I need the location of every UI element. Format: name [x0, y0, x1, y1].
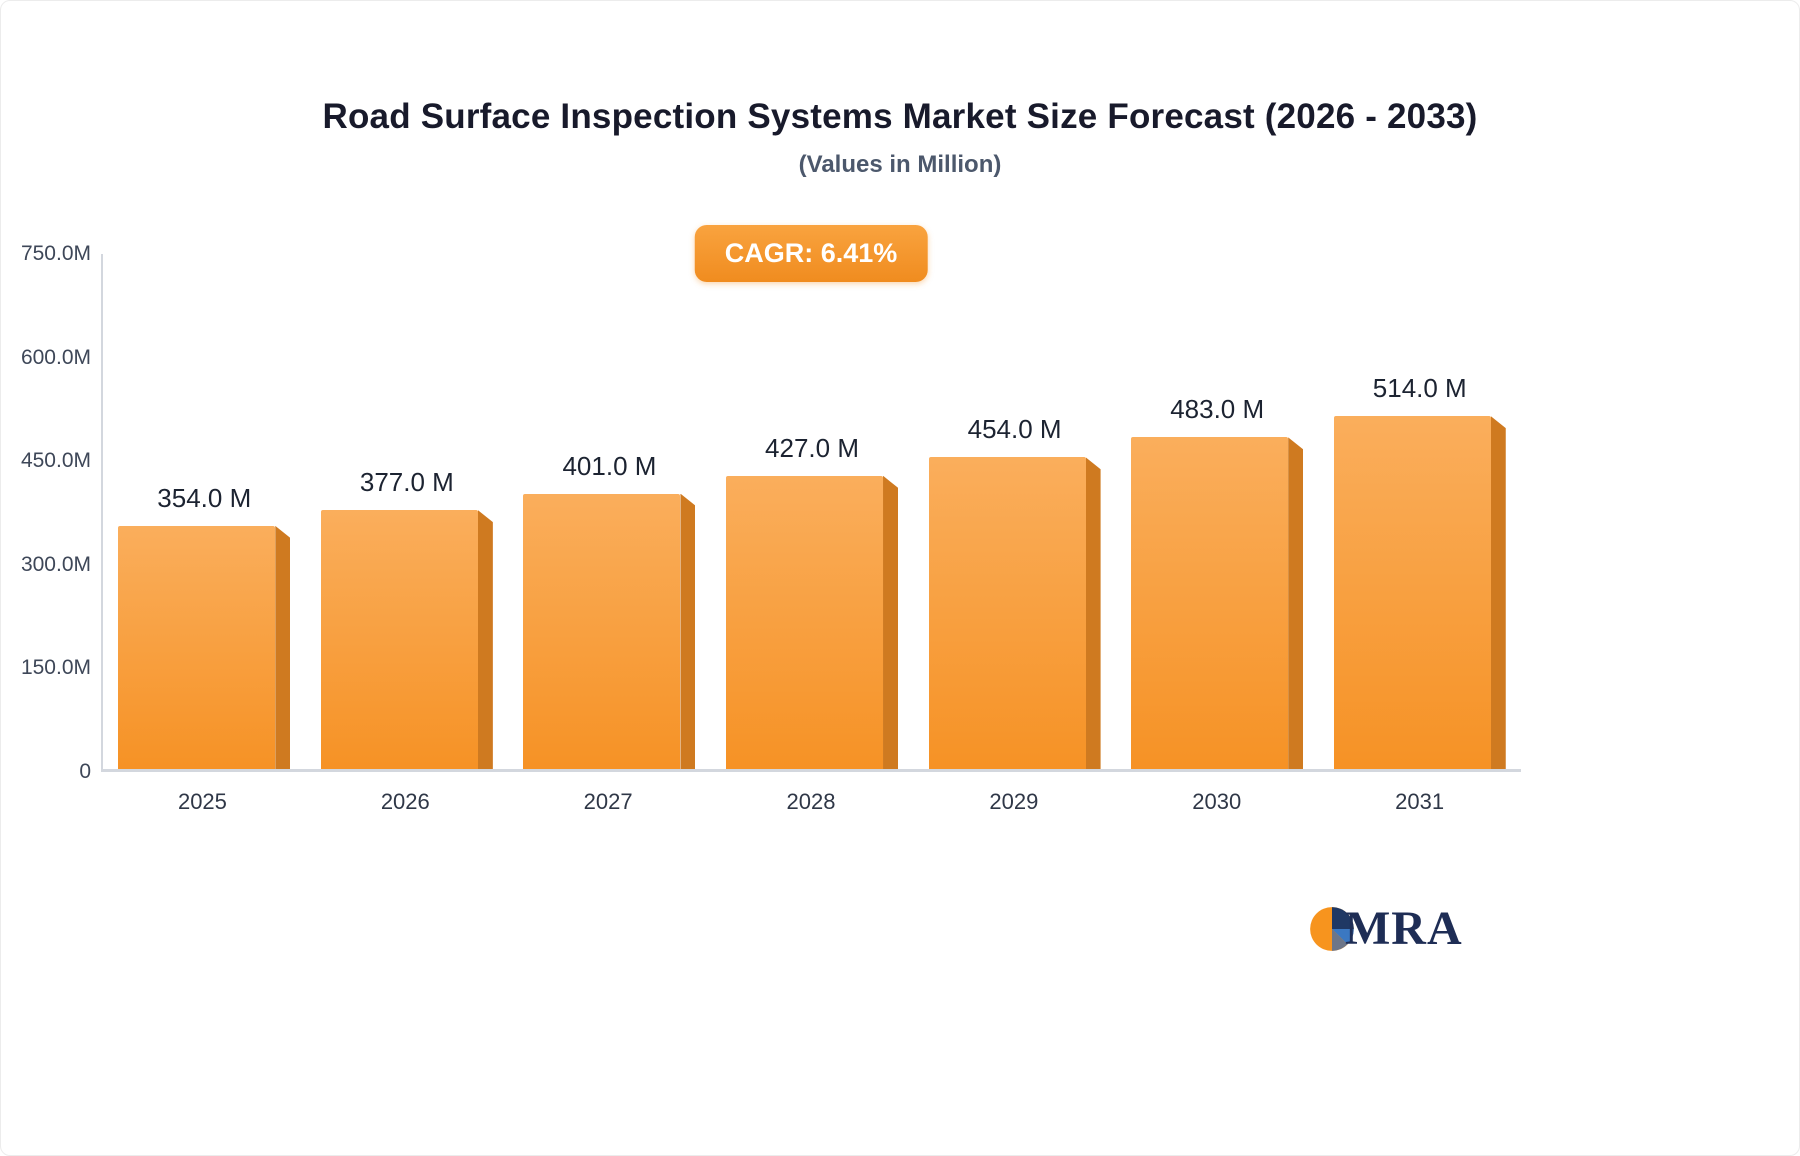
- bar-front-face: [1131, 437, 1289, 769]
- bar-slot: 483.0 M: [1116, 254, 1319, 769]
- chart-subtitle: (Values in Million): [798, 151, 1002, 178]
- bar-side-face: [883, 475, 899, 769]
- bar-side-face: [1288, 437, 1304, 769]
- bar-2027[interactable]: 401.0 M: [523, 451, 696, 769]
- bar-side-face: [1490, 416, 1506, 769]
- bar-2025[interactable]: 354.0 M: [118, 483, 291, 769]
- bar-slot: 514.0 M: [1318, 254, 1521, 769]
- y-axis-tick-label: 600.0M: [20, 345, 91, 369]
- bar-side-face: [680, 493, 696, 769]
- x-axis-label: 2029: [989, 789, 1039, 814]
- mra-logo-text: MRA: [1345, 902, 1463, 955]
- x-axis-label: 2028: [786, 789, 836, 814]
- cagr-badge: CAGR: 6.41%: [694, 225, 928, 282]
- bar-slot: 401.0 M: [508, 254, 711, 769]
- bar-2029[interactable]: 454.0 M: [928, 414, 1101, 769]
- y-axis-tick-label: 450.0M: [20, 449, 91, 473]
- bar-front-face: [320, 510, 478, 769]
- y-axis-tick-label: 750.0M: [20, 242, 91, 265]
- bar-front-face: [523, 493, 681, 769]
- mra-logo-icon: [1307, 904, 1357, 954]
- x-axis-label: 2030: [1192, 789, 1242, 814]
- bar-slot: 354.0 M: [103, 254, 306, 769]
- x-axis-label: 2027: [583, 789, 633, 814]
- bar-value-label: 401.0 M: [562, 450, 657, 481]
- x-axis-label: 2026: [380, 789, 430, 814]
- bar-2031[interactable]: 514.0 M: [1333, 373, 1506, 769]
- bar-value-label: 454.0 M: [967, 414, 1062, 445]
- y-axis-tick-label: 150.0M: [20, 656, 91, 680]
- bar-value-label: 427.0 M: [765, 432, 859, 463]
- y-axis-tick-label: 300.0M: [20, 552, 91, 576]
- bar-front-face: [1333, 416, 1491, 769]
- bar-value-label: 354.0 M: [157, 482, 252, 513]
- x-axis-labels: 2025 2026 2027 2028 2029 2030 2031: [101, 789, 1521, 815]
- x-axis-label: 2025: [177, 789, 227, 814]
- bar-front-face: [928, 457, 1086, 769]
- bar-2028[interactable]: 427.0 M: [726, 433, 899, 769]
- x-axis-label: 2031: [1395, 789, 1445, 814]
- bar-2026[interactable]: 377.0 M: [320, 467, 493, 769]
- bar-slot: 427.0 M: [711, 254, 914, 769]
- bar-side-face: [1085, 457, 1101, 769]
- bar-front-face: [118, 525, 276, 769]
- bar-2030[interactable]: 483.0 M: [1131, 394, 1304, 769]
- bar-value-label: 483.0 M: [1170, 394, 1265, 425]
- bar-side-face: [477, 510, 493, 769]
- y-axis-tick-label: 0: [79, 760, 91, 783]
- bar-slot: 377.0 M: [306, 254, 509, 769]
- page-title: Road Surface Inspection Systems Market S…: [322, 97, 1478, 136]
- y-axis-ticks: 0 150.0M 300.0M 450.0M 600.0M 750.0M: [9, 242, 91, 783]
- bar-slot: 454.0 M: [913, 254, 1116, 769]
- bar-chart: 354.0 M 377.0 M 401.0 M 427.0 M 454.0 M 483.0…: [101, 254, 1521, 772]
- bar-value-label: 514.0 M: [1372, 373, 1467, 404]
- plot-slots: 354.0 M 377.0 M 401.0 M 427.0 M 454.0 M 483.0…: [103, 254, 1521, 769]
- mra-logo: MRA: [1307, 901, 1463, 956]
- bar-side-face: [275, 525, 291, 769]
- bar-front-face: [726, 475, 884, 769]
- bar-value-label: 377.0 M: [359, 467, 454, 498]
